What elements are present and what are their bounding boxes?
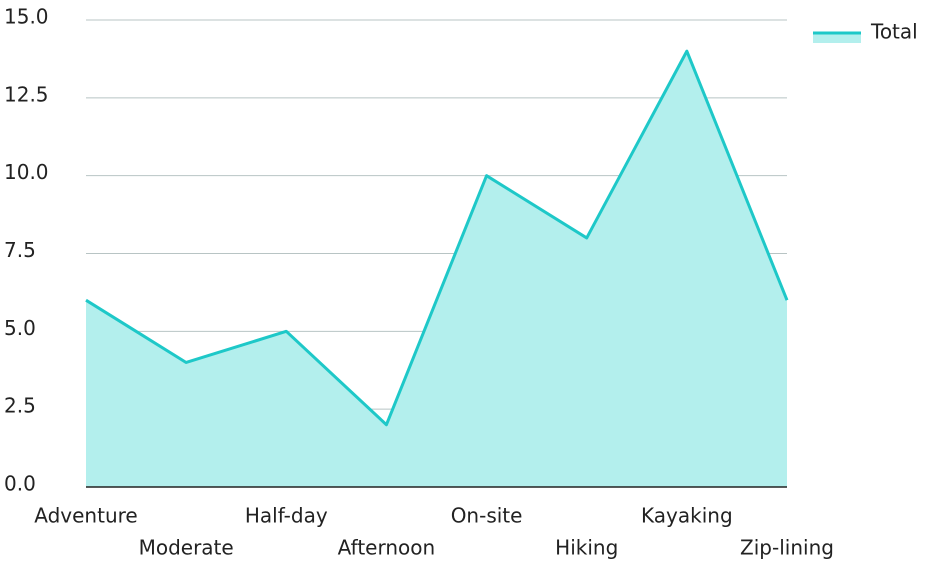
legend-swatch — [813, 33, 861, 43]
y-tick-label: 12.5 — [4, 82, 49, 106]
x-tick-label: Half-day — [245, 504, 328, 528]
y-tick-label: 15.0 — [4, 5, 49, 29]
y-tick-label: 5.0 — [4, 316, 36, 340]
x-tick-label: Zip-lining — [740, 536, 834, 560]
x-tick-label: On-site — [451, 504, 523, 528]
y-tick-label: 7.5 — [4, 238, 36, 262]
line — [85, 49, 789, 427]
legend-label: Total — [870, 20, 918, 44]
area — [86, 51, 787, 488]
x-tick-label: Afternoon — [338, 536, 436, 560]
x-tick-label: Adventure — [34, 504, 137, 528]
x-tick-label: Kayaking — [641, 504, 733, 528]
y-tick-label: 10.0 — [4, 160, 49, 184]
x-tick-label: Moderate — [139, 536, 234, 560]
x-tick-label: Hiking — [555, 536, 618, 560]
y-tick-label: 0.0 — [4, 472, 36, 496]
y-tick-label: 2.5 — [4, 394, 36, 418]
